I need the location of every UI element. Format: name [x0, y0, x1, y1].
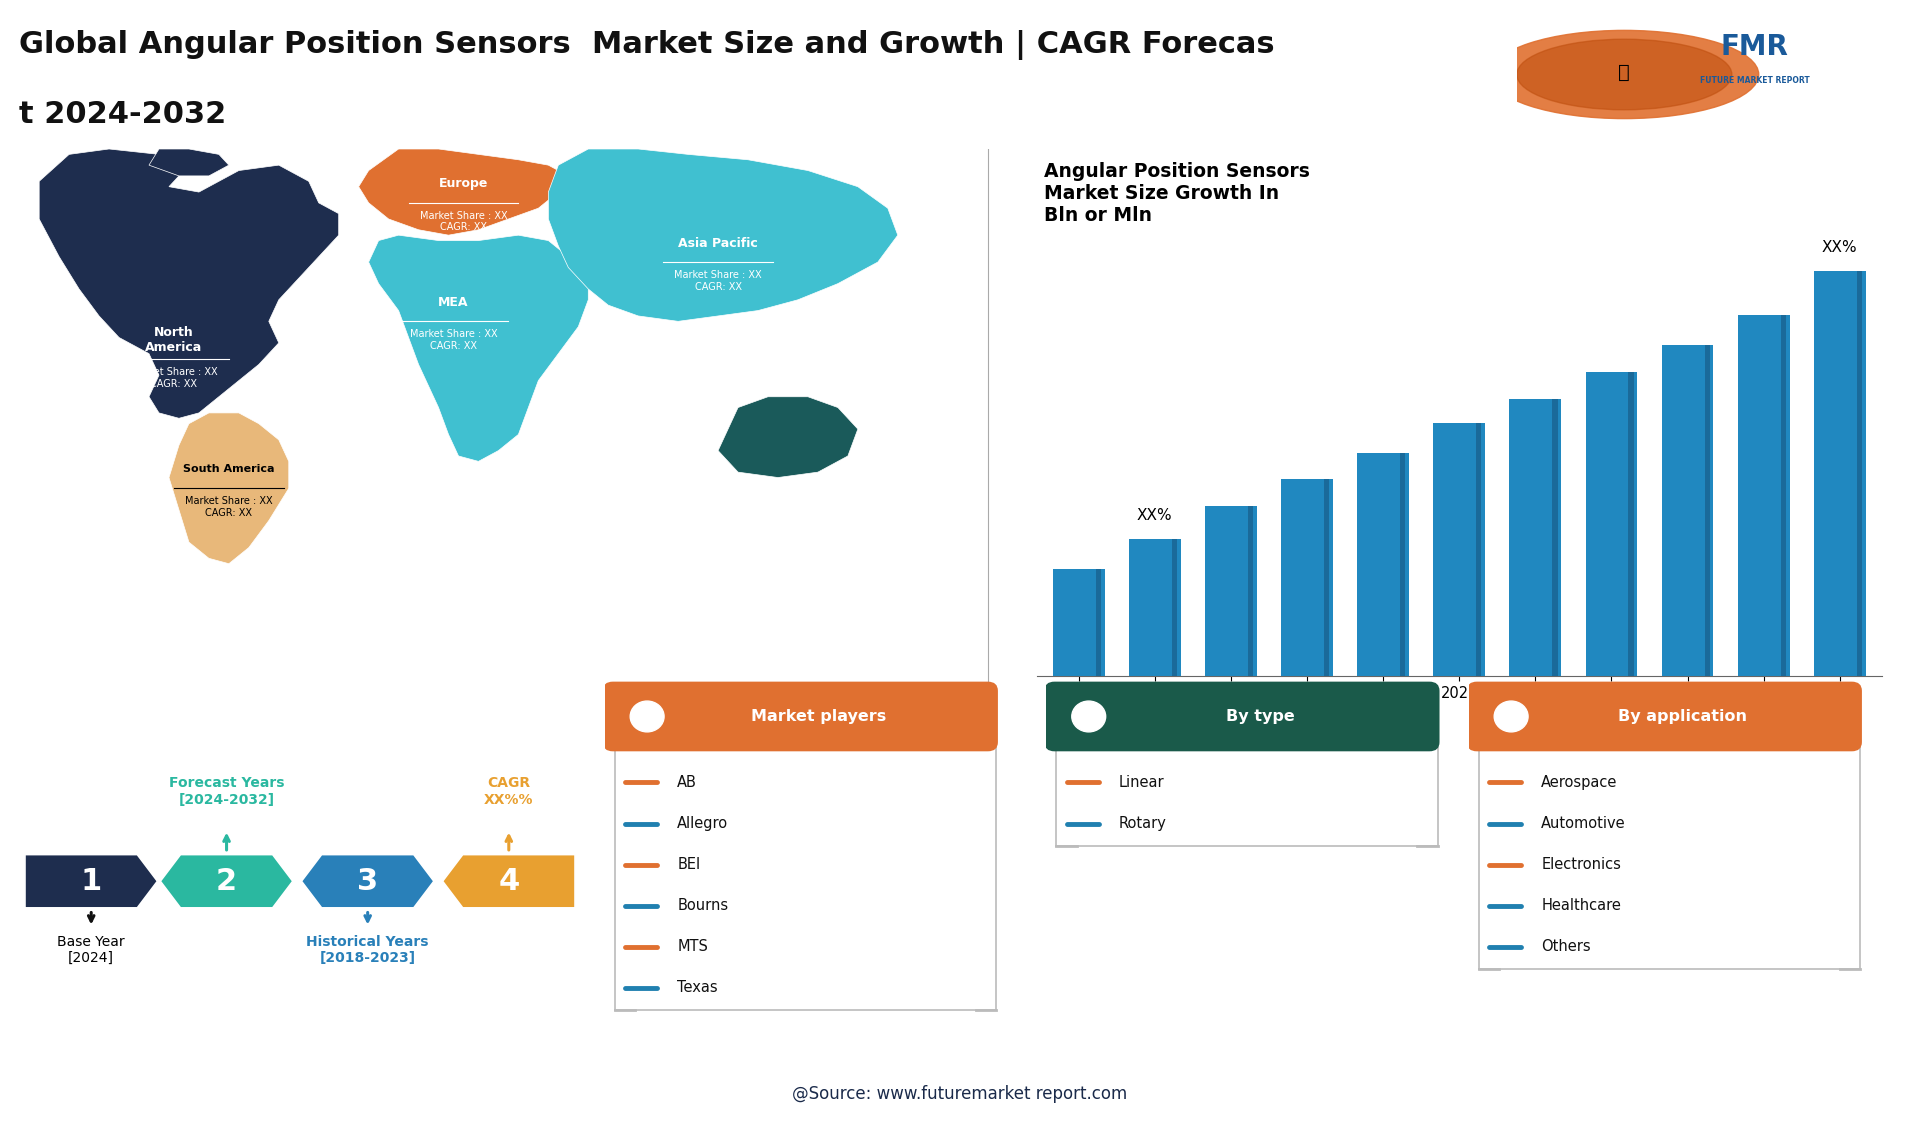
Text: AB: AB: [678, 775, 697, 790]
Text: Market Share : XX
CAGR: XX: Market Share : XX CAGR: XX: [420, 211, 507, 233]
FancyBboxPatch shape: [1044, 682, 1440, 752]
Bar: [1400, 453, 1405, 676]
Text: By application: By application: [1619, 709, 1747, 724]
Text: Linear: Linear: [1119, 775, 1165, 790]
Text: Texas: Texas: [678, 980, 718, 996]
Text: FUTURE MARKET REPORT: FUTURE MARKET REPORT: [1699, 77, 1811, 85]
Circle shape: [1071, 701, 1106, 732]
Polygon shape: [159, 855, 292, 908]
Text: MEA: MEA: [438, 296, 468, 309]
Text: Automotive: Automotive: [1542, 816, 1626, 831]
Text: XX%: XX%: [1137, 508, 1173, 524]
Text: 2: 2: [215, 866, 238, 896]
Polygon shape: [442, 855, 576, 908]
Text: t 2024-2032: t 2024-2032: [19, 100, 227, 128]
Text: Market Share : XX
CAGR: XX: Market Share : XX CAGR: XX: [131, 367, 217, 388]
Bar: [1476, 423, 1482, 676]
Bar: [1434, 423, 1484, 676]
Bar: [1206, 507, 1258, 676]
Bar: [1661, 345, 1713, 676]
Polygon shape: [369, 235, 588, 462]
Polygon shape: [301, 855, 434, 908]
Text: South America: South America: [182, 464, 275, 474]
Text: By type: By type: [1225, 709, 1294, 724]
Polygon shape: [169, 413, 288, 564]
Text: North
America: North America: [146, 327, 204, 354]
FancyBboxPatch shape: [603, 682, 998, 752]
Text: Market Share : XX
CAGR: XX: Market Share : XX CAGR: XX: [409, 329, 497, 351]
Text: Allegro: Allegro: [678, 816, 728, 831]
Bar: [1628, 372, 1634, 676]
Text: XX%: XX%: [1822, 240, 1857, 254]
Text: Market players: Market players: [751, 709, 887, 724]
Text: Electronics: Electronics: [1542, 857, 1620, 872]
Text: Base Year
[2024]: Base Year [2024]: [58, 934, 125, 965]
Bar: [1129, 539, 1181, 676]
Bar: [1357, 453, 1409, 676]
Polygon shape: [150, 149, 228, 176]
Text: Angular Position Sensors
Market Size Growth In
Bln or Mln: Angular Position Sensors Market Size Gro…: [1044, 162, 1309, 225]
Bar: [1096, 568, 1100, 676]
Text: Market Share : XX
CAGR: XX: Market Share : XX CAGR: XX: [674, 270, 762, 292]
Text: CAGR
XX%%: CAGR XX%%: [484, 777, 534, 807]
FancyBboxPatch shape: [1467, 682, 1862, 752]
Bar: [1281, 479, 1332, 676]
Text: 3: 3: [357, 866, 378, 896]
Text: FMR: FMR: [1720, 33, 1789, 61]
Text: Rotary: Rotary: [1119, 816, 1167, 831]
Bar: [1586, 372, 1638, 676]
Polygon shape: [549, 149, 899, 321]
Circle shape: [1490, 31, 1759, 118]
Bar: [1509, 399, 1561, 676]
Text: Market Share : XX
CAGR: XX: Market Share : XX CAGR: XX: [184, 496, 273, 518]
Bar: [1814, 270, 1866, 676]
Text: Healthcare: Healthcare: [1542, 898, 1620, 913]
Bar: [1705, 345, 1711, 676]
Bar: [1553, 399, 1557, 676]
Circle shape: [1517, 39, 1732, 110]
Text: Asia Pacific: Asia Pacific: [678, 237, 758, 250]
Circle shape: [630, 701, 664, 732]
Bar: [1325, 479, 1329, 676]
Text: 1: 1: [81, 866, 102, 896]
Bar: [1171, 539, 1177, 676]
Text: MTS: MTS: [678, 940, 708, 955]
Bar: [1857, 270, 1862, 676]
Polygon shape: [38, 149, 338, 418]
Text: Forecast Years
[2024-2032]: Forecast Years [2024-2032]: [169, 777, 284, 807]
Bar: [1738, 315, 1789, 676]
Text: 4: 4: [497, 866, 520, 896]
Circle shape: [1494, 701, 1528, 732]
Polygon shape: [25, 855, 157, 908]
Text: Historical Years
[2018-2023]: Historical Years [2018-2023]: [307, 934, 428, 965]
Text: Others: Others: [1542, 940, 1592, 955]
Text: BEI: BEI: [678, 857, 701, 872]
Text: 🔭: 🔭: [1619, 63, 1630, 81]
Bar: [1052, 568, 1104, 676]
Polygon shape: [359, 149, 568, 235]
Text: Aerospace: Aerospace: [1542, 775, 1619, 790]
Text: Bourns: Bourns: [678, 898, 728, 913]
Polygon shape: [718, 397, 858, 478]
Bar: [1248, 507, 1254, 676]
Bar: [1780, 315, 1786, 676]
Text: @Source: www.futuremarket report.com: @Source: www.futuremarket report.com: [793, 1085, 1127, 1104]
Text: Europe: Europe: [440, 178, 488, 190]
Text: Global Angular Position Sensors  Market Size and Growth | CAGR Forecas: Global Angular Position Sensors Market S…: [19, 31, 1275, 61]
